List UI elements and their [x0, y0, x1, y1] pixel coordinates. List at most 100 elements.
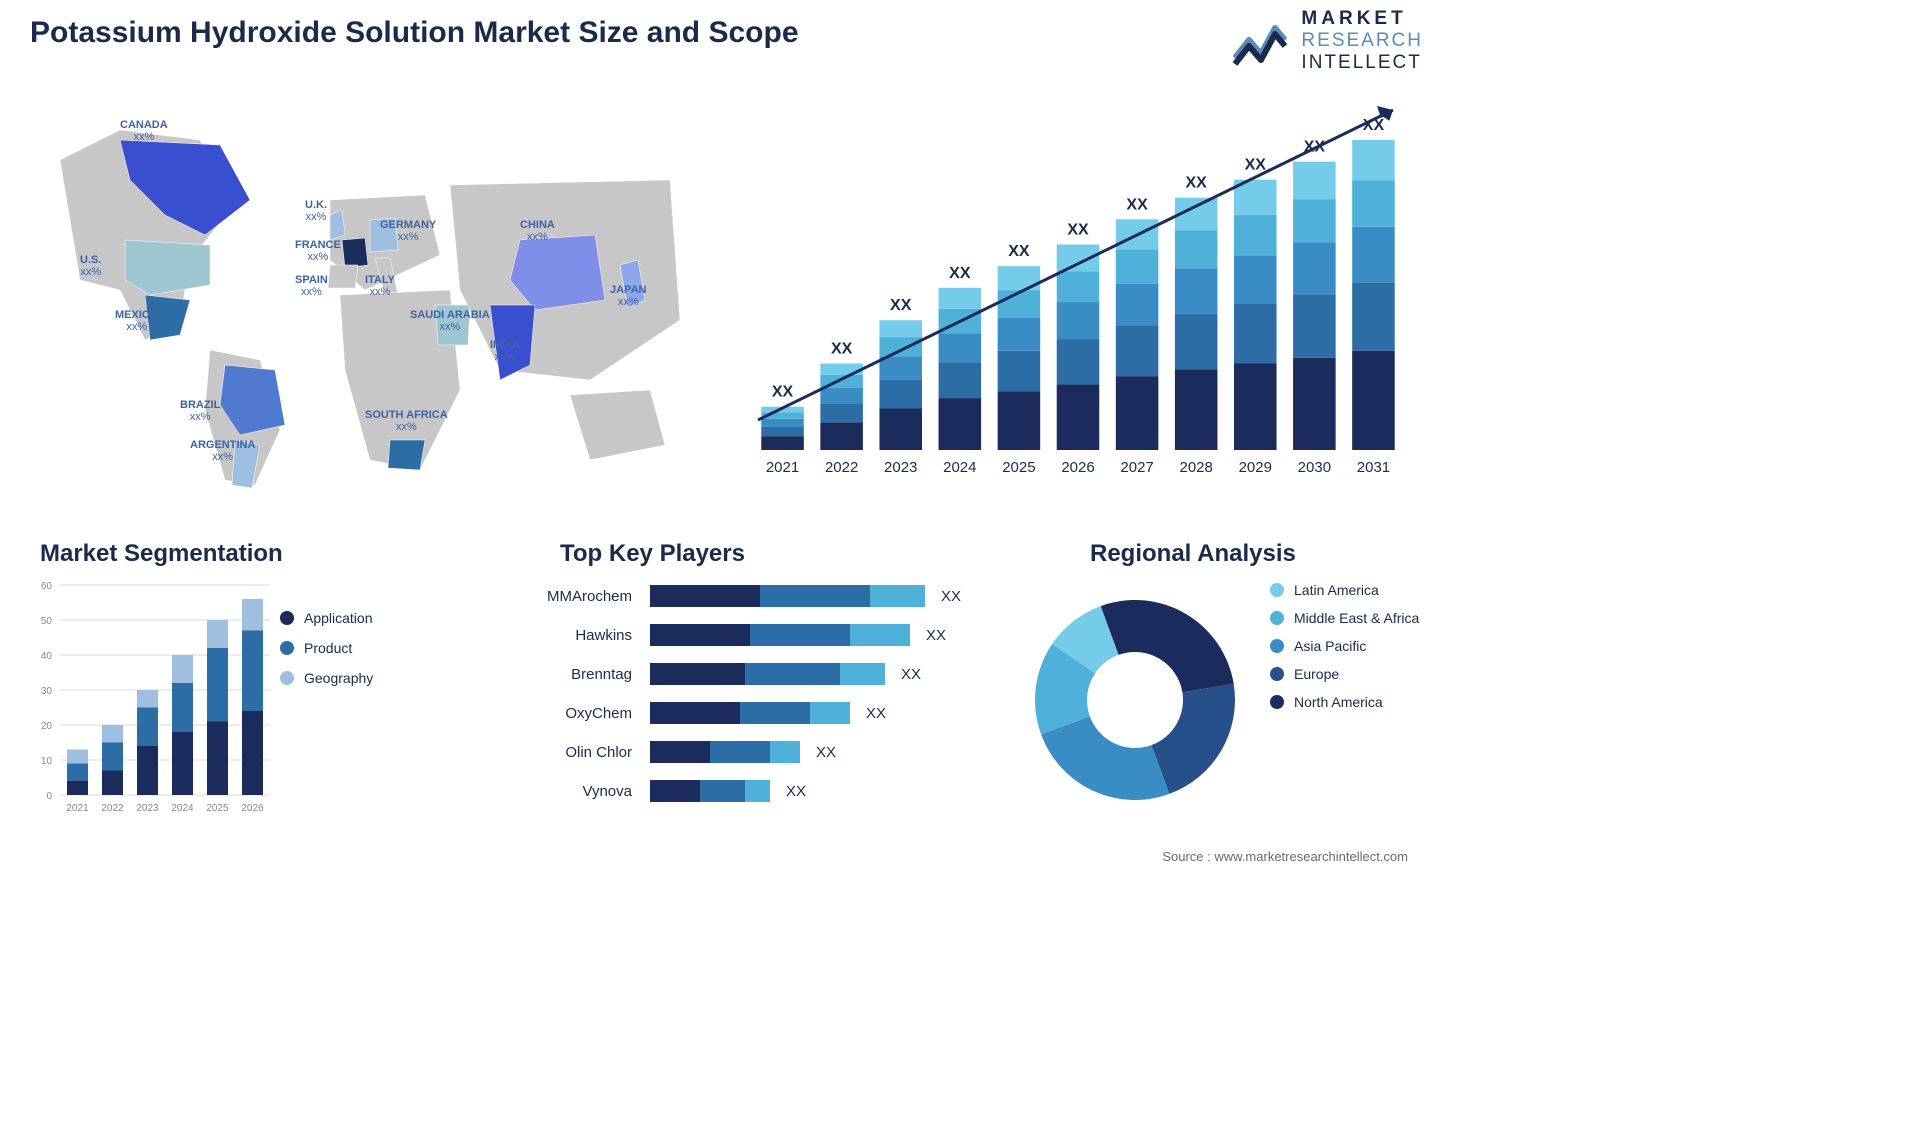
svg-text:2025: 2025 [1002, 459, 1035, 476]
key-player-name: Vynova [510, 783, 650, 800]
legend-dot [1270, 667, 1284, 681]
logo-line2: RESEARCH [1301, 30, 1423, 52]
svg-text:0: 0 [46, 791, 52, 802]
bar-segment [870, 585, 925, 607]
svg-text:XX: XX [1067, 222, 1089, 239]
regional-legend-item: North America [1270, 694, 1419, 710]
bar-segment [745, 663, 840, 685]
logo-icon [1231, 14, 1289, 68]
legend-label: Application [304, 610, 373, 626]
world-map: CANADAxx%U.S.xx%MEXICOxx%BRAZILxx%ARGENT… [30, 90, 690, 500]
bar-segment [650, 741, 710, 763]
regional-legend-item: Europe [1270, 666, 1419, 682]
map-label-canada: CANADAxx% [120, 120, 168, 143]
page-title: Potassium Hydroxide Solution Market Size… [30, 16, 799, 50]
map-label-italy: ITALYxx% [365, 275, 395, 298]
legend-dot [280, 611, 294, 625]
key-player-value: XX [866, 705, 886, 722]
segmentation-title: Market Segmentation [40, 540, 283, 568]
key-player-row: Olin ChlorXX [510, 738, 980, 766]
map-label-france: FRANCExx% [295, 240, 341, 263]
bar-segment [700, 780, 745, 802]
bar-segment [810, 702, 850, 724]
legend-dot [1270, 695, 1284, 709]
regional-legend: Latin America Middle East & Africa Asia Pa… [1270, 582, 1419, 722]
svg-text:XX: XX [949, 265, 971, 282]
key-player-value: XX [901, 666, 921, 683]
segmentation-legend-item: Application [280, 610, 373, 626]
bar-segment [770, 741, 800, 763]
svg-text:XX: XX [772, 384, 794, 401]
legend-label: Middle East & Africa [1294, 610, 1419, 626]
bar-segment [840, 663, 885, 685]
key-players-title: Top Key Players [560, 540, 745, 568]
regional-legend-item: Asia Pacific [1270, 638, 1419, 654]
svg-text:2026: 2026 [241, 803, 264, 814]
map-label-brazil: BRAZILxx% [180, 400, 220, 423]
regional-legend-item: Latin America [1270, 582, 1419, 598]
bar-segment [850, 624, 910, 646]
svg-text:2028: 2028 [1179, 459, 1212, 476]
legend-dot [1270, 583, 1284, 597]
segmentation-legend-item: Product [280, 640, 373, 656]
svg-text:2023: 2023 [884, 459, 917, 476]
legend-dot [1270, 611, 1284, 625]
svg-text:2022: 2022 [101, 803, 124, 814]
svg-text:XX: XX [1126, 196, 1148, 213]
regional-donut-chart [1010, 575, 1260, 825]
svg-text:2030: 2030 [1298, 459, 1331, 476]
segmentation-chart: 0102030405060202120222023202420252026 [20, 575, 440, 825]
key-player-bar [650, 585, 925, 607]
key-player-row: MMArochem XX [510, 582, 980, 610]
key-player-bar [650, 780, 770, 802]
legend-dot [280, 671, 294, 685]
legend-label: Latin America [1294, 582, 1379, 598]
bar-segment [710, 741, 770, 763]
map-label-germany: GERMANYxx% [380, 220, 436, 243]
map-label-india: INDIAxx% [490, 340, 520, 363]
key-player-name: OxyChem [510, 705, 650, 722]
source-text: Source : www.marketresearchintellect.com [1162, 849, 1408, 864]
svg-text:2023: 2023 [136, 803, 159, 814]
map-label-saudi-arabia: SAUDI ARABIAxx% [410, 310, 490, 333]
bar-segment [745, 780, 770, 802]
map-label-u-k-: U.K.xx% [305, 200, 327, 223]
key-player-bar [650, 663, 885, 685]
key-players-chart: MMArochemXXHawkinsXXBrenntagXXOxyChemXXO… [510, 582, 980, 827]
map-label-spain: SPAINxx% [295, 275, 328, 298]
svg-text:10: 10 [41, 756, 53, 767]
legend-label: Asia Pacific [1294, 638, 1366, 654]
map-label-mexico: MEXICOxx% [115, 310, 158, 333]
bar-segment [650, 663, 745, 685]
key-player-row: VynovaXX [510, 777, 980, 805]
legend-dot [1270, 639, 1284, 653]
key-player-name: MMArochem [510, 588, 650, 605]
bar-segment [740, 702, 810, 724]
svg-text:20: 20 [41, 721, 53, 732]
key-player-row: HawkinsXX [510, 621, 980, 649]
bar-segment [650, 702, 740, 724]
svg-text:30: 30 [41, 686, 53, 697]
key-player-bar [650, 624, 910, 646]
regional-legend-item: Middle East & Africa [1270, 610, 1419, 626]
svg-text:2029: 2029 [1239, 459, 1272, 476]
svg-text:2027: 2027 [1120, 459, 1153, 476]
svg-text:2024: 2024 [943, 459, 976, 476]
key-player-value: XX [926, 627, 946, 644]
map-label-south-africa: SOUTH AFRICAxx% [365, 410, 448, 433]
legend-label: North America [1294, 694, 1383, 710]
key-player-name: Brenntag [510, 666, 650, 683]
svg-text:2026: 2026 [1061, 459, 1094, 476]
bar-segment [650, 780, 700, 802]
key-player-row: OxyChem XX [510, 699, 980, 727]
svg-text:XX: XX [831, 340, 853, 357]
regional-title: Regional Analysis [1090, 540, 1296, 568]
svg-text:2022: 2022 [825, 459, 858, 476]
segmentation-legend-item: Geography [280, 670, 373, 686]
map-label-china: CHINAxx% [520, 220, 555, 243]
svg-text:2021: 2021 [66, 803, 89, 814]
key-player-value: XX [816, 744, 836, 761]
market-size-bar-chart: XX2021XX2022XX2023XX2024XX2025XX2026XX20… [733, 90, 1413, 490]
key-player-value: XX [941, 588, 961, 605]
key-player-row: Brenntag XX [510, 660, 980, 688]
